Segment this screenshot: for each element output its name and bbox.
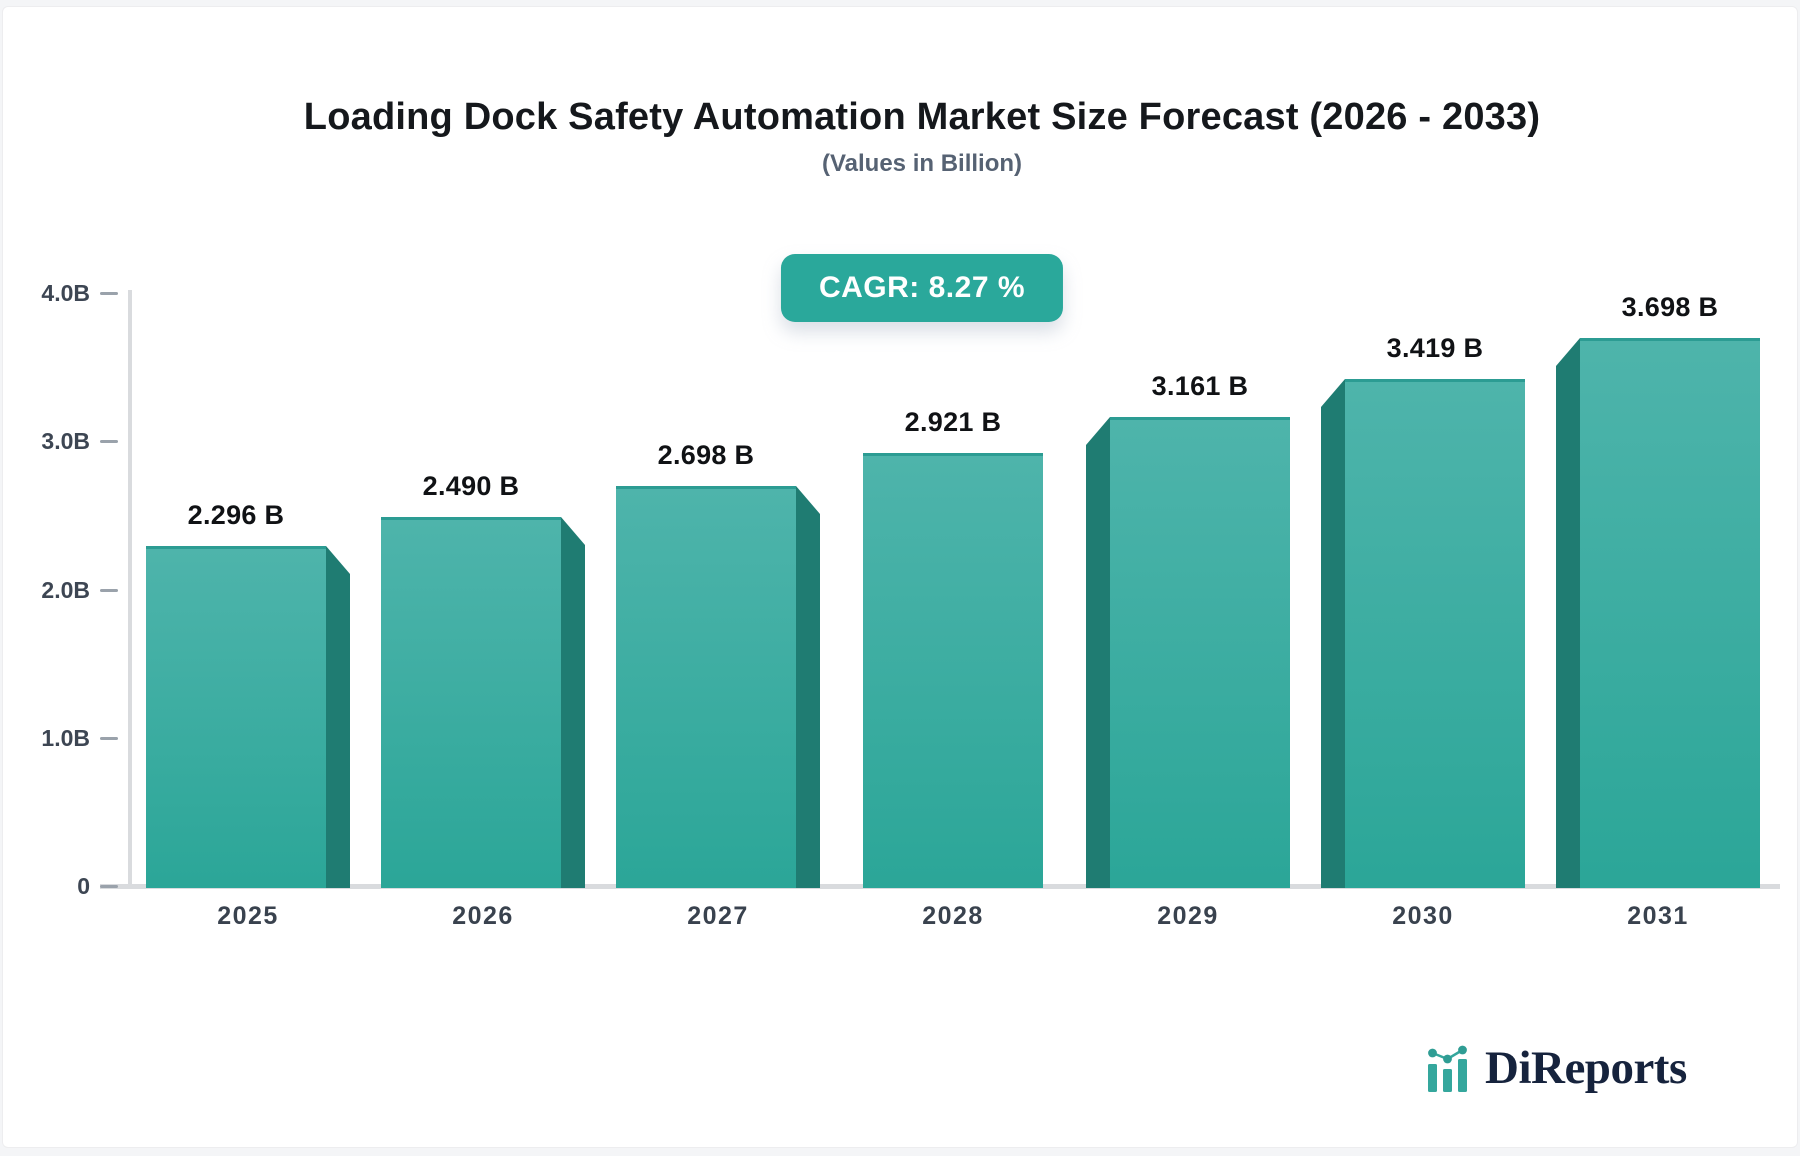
bar-value-label-2025: 2.296 B — [187, 500, 285, 530]
brand-logo-icon — [1428, 1045, 1467, 1092]
brand-logo: DiReports — [1425, 1036, 1687, 1094]
bar-3d-side-2025 — [326, 546, 350, 888]
x-axis-label-2026: 2026 — [452, 902, 514, 930]
x-axis-label-2029: 2029 — [1157, 902, 1219, 930]
y-axis-tick-label: 4.0B — [41, 280, 90, 306]
bar-value-label-2028: 2.921 B — [904, 407, 1002, 437]
brand-logo-text: DiReports — [1485, 1042, 1687, 1094]
y-axis-tick-label: 0 — [77, 873, 90, 899]
y-axis-tick-label: 1.0B — [41, 724, 90, 751]
bar-2031 — [1580, 338, 1760, 888]
y-axis-line — [128, 290, 132, 886]
x-axis-label-2031: 2031 — [1627, 902, 1689, 930]
bar-2029 — [1110, 417, 1290, 888]
chart-title: Loading Dock Safety Automation Market Si… — [303, 96, 1541, 138]
y-axis-tick-mark — [100, 885, 118, 888]
bar-3d-side-2031 — [1556, 338, 1580, 888]
bar-2027 — [616, 486, 796, 888]
bar-value-label-2030: 3.419 B — [1386, 333, 1484, 363]
x-axis-label-2025: 2025 — [217, 902, 279, 930]
y-axis-tick-mark — [100, 440, 118, 444]
bar-value-label-2031: 3.698 B — [1621, 292, 1719, 322]
bar-2025 — [146, 546, 326, 888]
y-axis-tick-label: 2.0B — [41, 576, 90, 603]
cagr-badge: CAGR: 8.27 % — [780, 254, 1064, 322]
y-axis-tick-mark — [100, 292, 118, 295]
bar-3d-side-2027 — [796, 486, 820, 888]
bar-3d-side-2026 — [561, 517, 585, 888]
x-axis-label-2027: 2027 — [687, 902, 749, 930]
bar-3d-side-2029 — [1086, 417, 1110, 888]
y-axis-tick-label: 3.0B — [41, 428, 90, 455]
y-axis-tick-mark — [100, 588, 118, 592]
bar-2030 — [1345, 379, 1525, 888]
bar-value-label-2027: 2.698 B — [657, 440, 755, 470]
x-axis-label-2030: 2030 — [1392, 902, 1454, 930]
bar-value-label-2026: 2.490 B — [422, 471, 520, 501]
x-axis-label-2028: 2028 — [922, 902, 984, 930]
bar-3d-side-2030 — [1321, 379, 1345, 888]
y-axis-tick-mark — [100, 736, 118, 740]
chart-subtitle: (Values in Billion) — [821, 150, 1023, 177]
bar-value-label-2029: 3.161 B — [1151, 371, 1249, 401]
bar-2026 — [381, 517, 561, 888]
bar-2028 — [863, 453, 1043, 888]
